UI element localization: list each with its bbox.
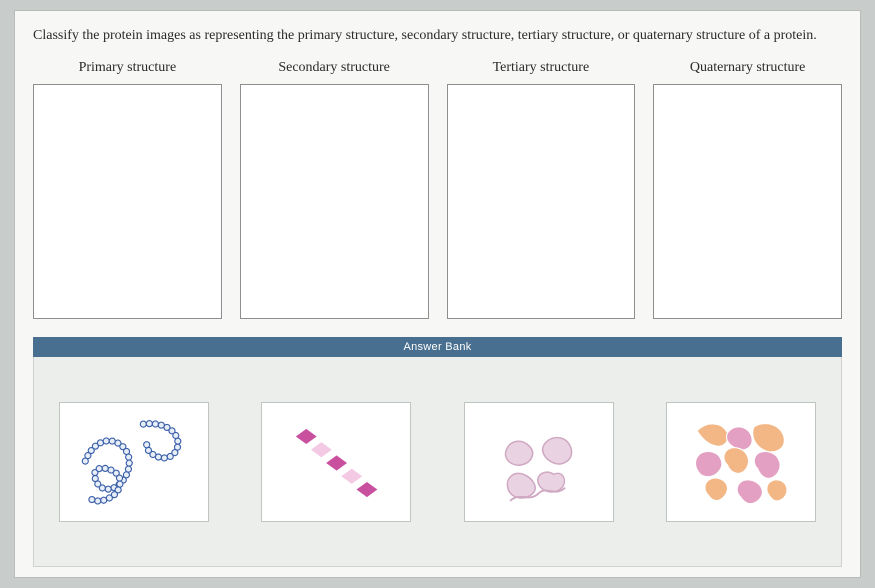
zone-label: Secondary structure	[278, 60, 390, 76]
answer-bank-header: Answer Bank	[33, 337, 842, 357]
question-prompt: Classify the protein images as represent…	[33, 25, 842, 46]
zone-primary: Primary structure	[33, 60, 222, 319]
pink-globule-icon	[472, 408, 605, 514]
tile-multi-subunit[interactable]	[666, 402, 816, 522]
pink-helix-icon	[270, 408, 403, 514]
dropbox-quaternary[interactable]	[653, 84, 842, 319]
zone-secondary: Secondary structure	[240, 60, 429, 319]
answer-bank	[33, 357, 842, 567]
zone-label: Primary structure	[79, 60, 177, 76]
tile-pink-helix[interactable]	[261, 402, 411, 522]
dropbox-tertiary[interactable]	[447, 84, 636, 319]
tile-beaded-chain[interactable]	[59, 402, 209, 522]
zone-tertiary: Tertiary structure	[447, 60, 636, 319]
zone-label: Quaternary structure	[690, 60, 805, 76]
zone-quaternary: Quaternary structure	[653, 60, 842, 319]
question-frame: Classify the protein images as represent…	[14, 10, 861, 578]
zone-label: Tertiary structure	[493, 60, 590, 76]
dropzone-row: Primary structure Secondary structure Te…	[33, 60, 842, 319]
dropbox-secondary[interactable]	[240, 84, 429, 319]
multi-subunit-icon	[674, 408, 807, 514]
tile-pink-globule[interactable]	[464, 402, 614, 522]
dropbox-primary[interactable]	[33, 84, 222, 319]
beaded-chain-icon	[68, 408, 201, 514]
